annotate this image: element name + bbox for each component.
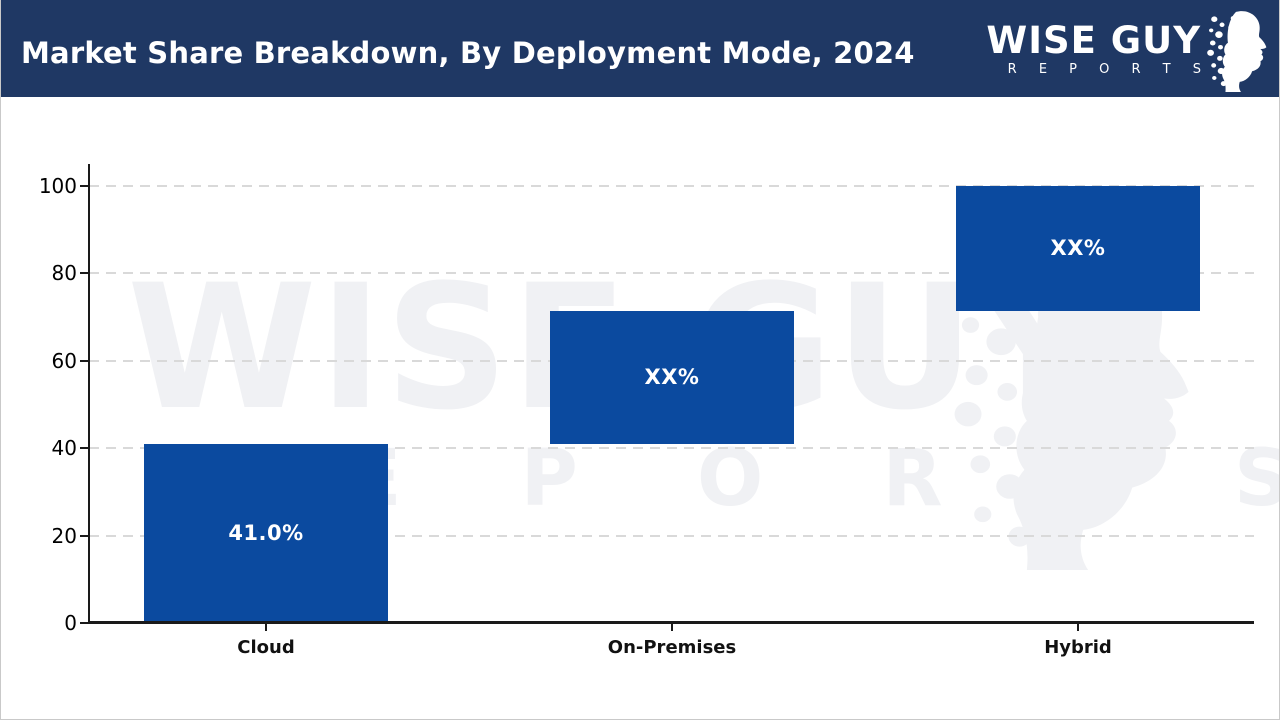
x-tick-mark <box>671 623 673 631</box>
bar-segment: XX% <box>550 310 794 444</box>
y-tick-mark <box>80 447 89 449</box>
y-tick-label: 60 <box>51 348 77 373</box>
gridline-100 <box>89 184 1254 187</box>
y-tick-label: 40 <box>51 436 77 460</box>
y-tick-mark <box>80 359 89 362</box>
bar-value-label: 41.0% <box>228 521 304 546</box>
y-tick-label: 80 <box>51 261 77 285</box>
header: Market Share Breakdown, By Deployment Mo… <box>1 0 1279 97</box>
x-axis-line <box>88 621 1254 624</box>
category-label: Hybrid <box>1044 637 1112 658</box>
x-tick-mark <box>265 623 267 631</box>
y-tick-mark <box>80 622 89 624</box>
y-tick-mark <box>80 184 89 187</box>
logo-wordmark: WISE GUY <box>986 19 1201 62</box>
category-label: On-Premises <box>607 637 737 658</box>
page-title: Market Share Breakdown, By Deployment Mo… <box>21 35 915 70</box>
bar-segment: 41.0% <box>144 443 388 623</box>
bar-value-label: XX% <box>1050 236 1106 261</box>
wise-guy-logo: WISE GUY R E P O R T S <box>986 6 1267 92</box>
y-tick-label: 0 <box>64 611 77 635</box>
logo-face-icon <box>1207 10 1267 92</box>
category-label: Cloud <box>237 637 295 658</box>
gridline-20 <box>89 534 1254 537</box>
y-tick-mark <box>80 534 89 537</box>
gridline-80 <box>89 272 1254 274</box>
logo-text: WISE GUY R E P O R T S <box>986 22 1201 77</box>
x-tick-mark <box>1077 623 1079 631</box>
y-tick-mark <box>80 272 89 274</box>
y-axis-line <box>88 164 90 623</box>
y-tick-label: 20 <box>51 523 77 548</box>
logo-subtext: R E P O R T S <box>1007 62 1210 77</box>
bar-value-label: XX% <box>644 365 700 390</box>
gridline-40 <box>89 447 1254 449</box>
y-tick-label: 100 <box>38 173 77 198</box>
bar-segment: XX% <box>956 185 1200 311</box>
